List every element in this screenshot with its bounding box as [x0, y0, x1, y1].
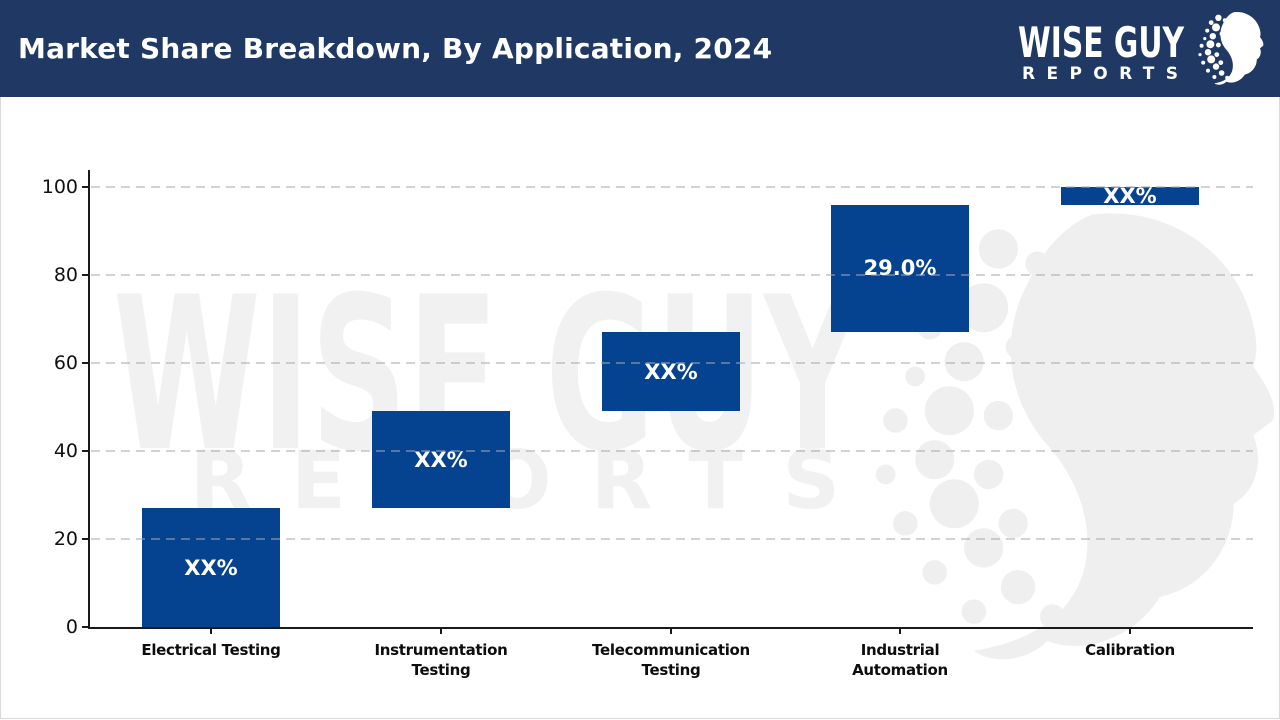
- gridline: [91, 362, 1253, 364]
- logo-brand-text: WISE GUY: [1018, 18, 1184, 67]
- gridline: [91, 186, 1253, 188]
- wiseguy-logo: WISE GUY REPORTS: [1016, 7, 1280, 91]
- logo-sub-text: REPORTS: [1022, 64, 1178, 84]
- y-axis-tick-mark: [82, 274, 90, 276]
- bar-segment: 29.0%: [831, 204, 969, 333]
- x-axis-category-label: Instrumentation Testing: [374, 641, 508, 679]
- plot-area: 0 20 40 60 80 100 XX% XX% Electrical Testing XX% X…: [0, 97, 1280, 718]
- y-axis-tick-mark: [82, 538, 90, 540]
- bar-value-label: XX%: [184, 555, 238, 580]
- x-axis-line: [88, 627, 1253, 629]
- bar-segment: XX%: [1061, 187, 1199, 205]
- y-axis-tick-label: 60: [53, 352, 78, 374]
- x-axis-category-label: Industrial Automation: [852, 641, 948, 679]
- x-axis-tick-mark: [440, 627, 442, 634]
- wiseguy-head-icon: [1198, 11, 1264, 85]
- y-axis-tick-mark: [82, 626, 90, 628]
- y-axis-tick-label: 20: [53, 528, 78, 550]
- bar-segment: XX%: [602, 332, 740, 412]
- chart-area: WISE GUY REPORTS 020406080100XX%XX%Elect…: [0, 97, 1280, 718]
- y-axis-tick-label: 80: [53, 264, 78, 286]
- y-axis-tick-label: 100: [41, 176, 78, 198]
- gridline: [91, 274, 1253, 276]
- y-axis-tick-label: 0: [65, 616, 78, 638]
- y-axis-tick-mark: [82, 186, 90, 188]
- bar-value-label: XX%: [1103, 187, 1157, 205]
- x-axis-category-label: Calibration: [1085, 641, 1175, 659]
- bar-segment: XX%: [372, 411, 510, 509]
- x-axis-tick-mark: [210, 627, 212, 634]
- page-title: Market Share Breakdown, By Application, …: [18, 32, 773, 65]
- x-axis-category-label: Electrical Testing: [141, 641, 281, 659]
- gridline: [91, 450, 1253, 452]
- y-axis-tick-mark: [82, 362, 90, 364]
- bar-segment: XX%: [142, 508, 280, 627]
- y-axis-tick-mark: [82, 450, 90, 452]
- y-axis-line: [88, 170, 90, 629]
- header-bar: Market Share Breakdown, By Application, …: [0, 0, 1280, 97]
- gridline: [91, 538, 1253, 540]
- y-axis-tick-label: 40: [53, 440, 78, 462]
- x-axis-tick-mark: [670, 627, 672, 634]
- bar-value-label: 29.0%: [863, 256, 937, 281]
- x-axis-category-label: Telecommunication Testing: [592, 641, 750, 679]
- wiseguy-logo-text: WISE GUY REPORTS: [1018, 18, 1184, 84]
